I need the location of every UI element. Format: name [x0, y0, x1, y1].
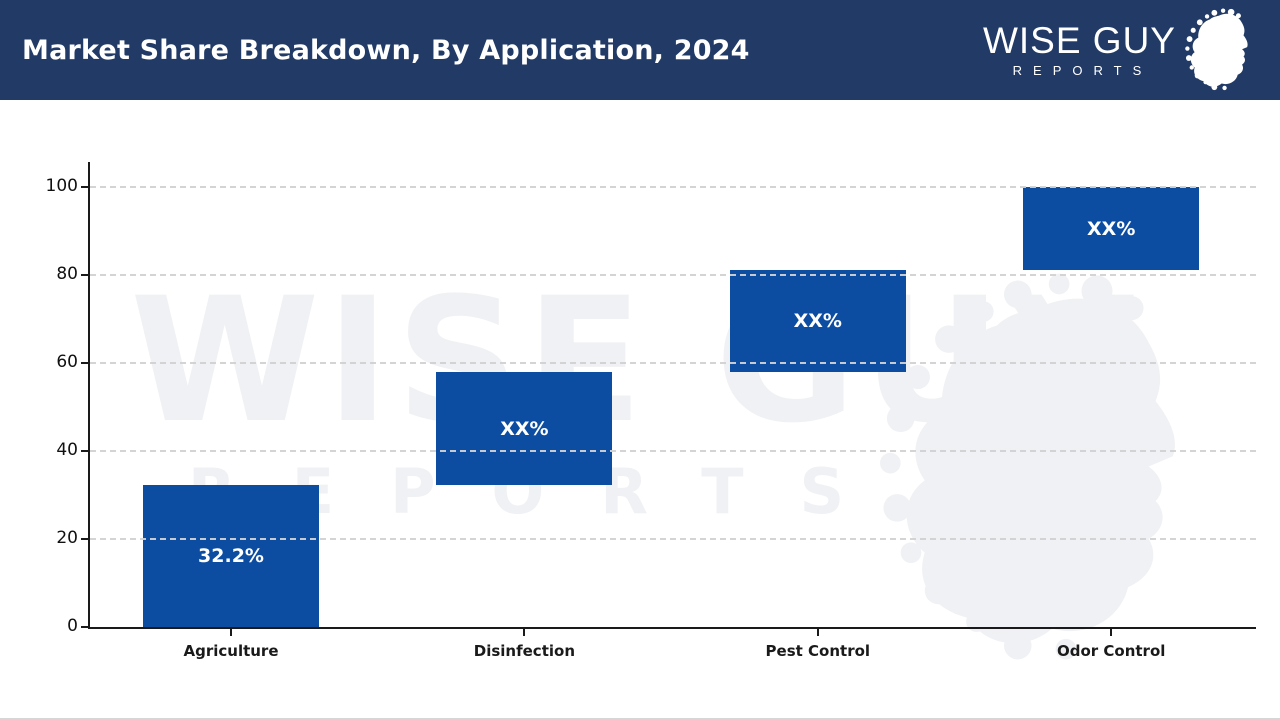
logo-text: WISE GUY REPORTS [983, 22, 1176, 78]
bar-value-label: 32.2% [198, 545, 264, 568]
y-tick-label-100: 100 [45, 176, 78, 196]
logo-face-icon [1185, 8, 1248, 91]
x-category-label: Agriculture [183, 642, 279, 660]
gridline-60 [90, 362, 1256, 364]
gridline-80 [90, 274, 1256, 276]
bar-segment-agriculture: 32.2% [143, 485, 319, 627]
x-category-label: Disinfection [473, 642, 575, 660]
y-tick-100 [81, 186, 88, 188]
wise-guy-reports-logo: WISE GUY REPORTS [983, 7, 1266, 93]
x-category-label: Odor Control [1056, 642, 1166, 660]
header-bar: Market Share Breakdown, By Application, … [0, 0, 1280, 100]
y-tick-label-60: 60 [56, 352, 78, 372]
x-tick-2 [816, 629, 819, 636]
bar-value-label: XX% [793, 310, 842, 333]
x-category-label: Pest Control [765, 642, 871, 660]
gridline-40 [90, 450, 1256, 452]
chart-title: Market Share Breakdown, By Application, … [22, 34, 750, 66]
y-axis-spine [88, 162, 90, 629]
y-tick-label-20: 20 [56, 528, 78, 548]
gridline-100 [90, 186, 1256, 188]
y-tick-0 [81, 626, 88, 628]
bar-segment-odor-control: XX% [1023, 187, 1200, 271]
logo-name: WISE GUY [982, 20, 1176, 61]
x-tick-1 [523, 629, 526, 636]
y-tick-20 [81, 538, 88, 540]
y-tick-label-40: 40 [56, 440, 78, 460]
x-tick-3 [1110, 629, 1113, 636]
gridline-20 [90, 538, 1256, 540]
bar-value-label: XX% [500, 417, 549, 440]
y-tick-80 [81, 274, 88, 276]
logo-subtitle: REPORTS [1012, 63, 1153, 78]
bar-segment-pest-control: XX% [729, 270, 906, 373]
y-tick-label-0: 0 [67, 616, 78, 636]
bar-value-label: XX% [1087, 217, 1136, 240]
y-tick-label-80: 80 [56, 264, 78, 284]
bar-segment-disinfection: XX% [436, 372, 613, 486]
y-tick-60 [81, 362, 88, 364]
chart-plot-area: WISE GUY REPORTS 0 20 40 60 80 100 32.2% Agricu… [0, 100, 1280, 718]
y-tick-40 [81, 450, 88, 452]
x-axis-spine [88, 627, 1256, 629]
x-tick-0 [230, 629, 232, 636]
